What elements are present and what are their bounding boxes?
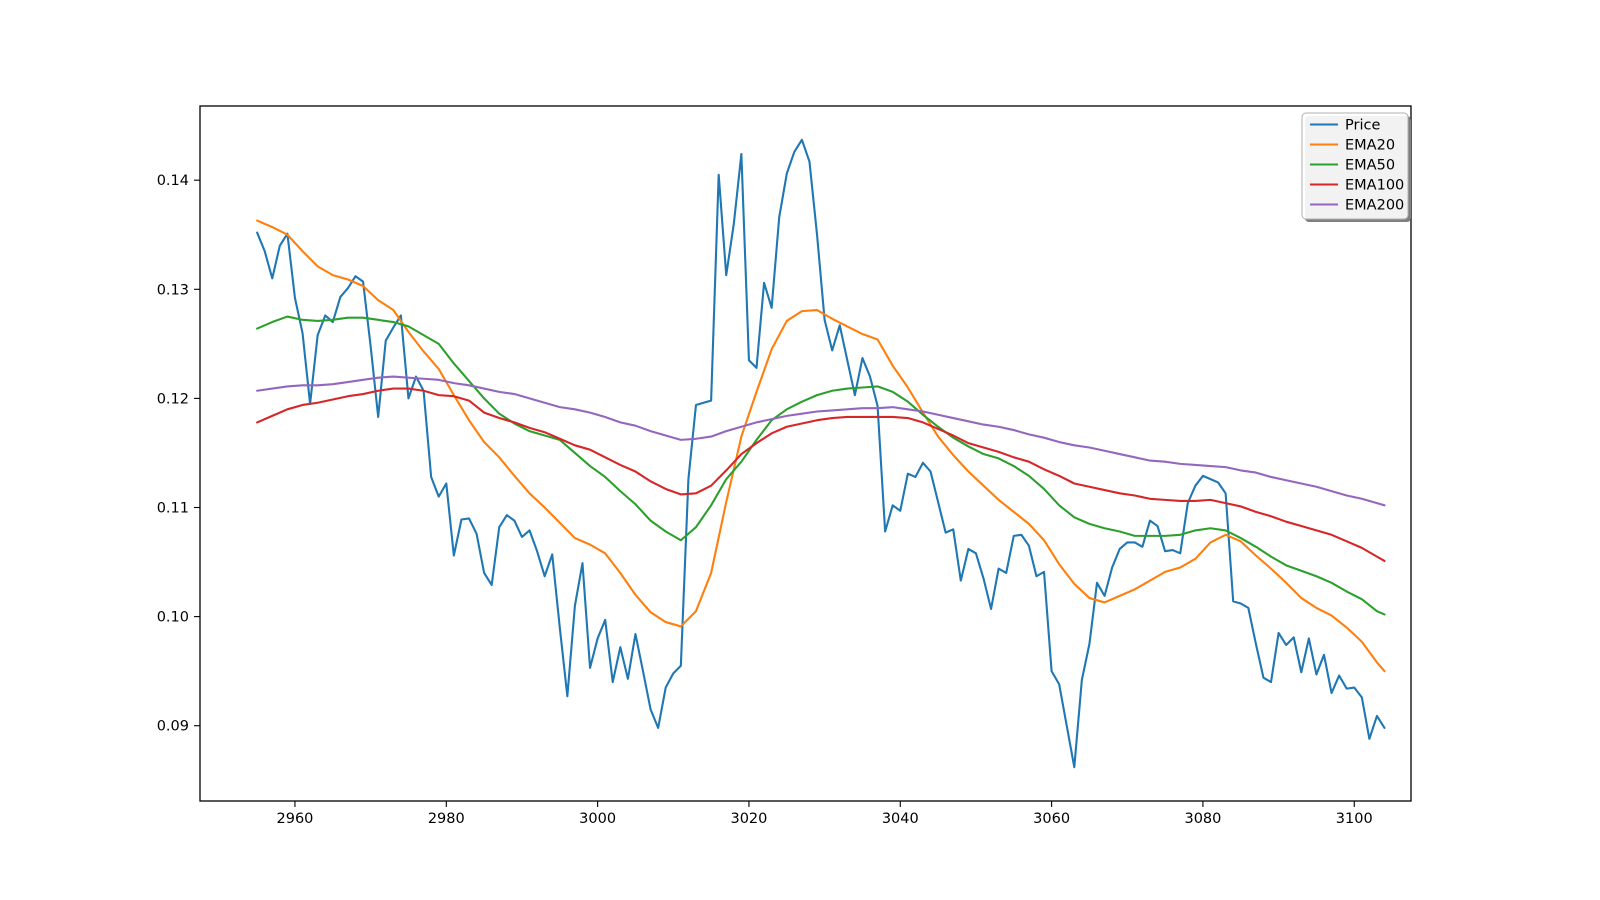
x-tick-label: 2960 (277, 811, 314, 827)
legend-label-ema50: EMA50 (1345, 158, 1395, 174)
y-tick-label: 0.14 (157, 173, 189, 189)
x-tick-label: 2980 (428, 811, 465, 827)
legend-box (1301, 112, 1409, 220)
legend-label-price: Price (1345, 118, 1380, 134)
legend-label-ema100: EMA100 (1345, 178, 1404, 194)
x-tick-label: 3100 (1336, 811, 1373, 827)
y-tick-label: 0.11 (157, 501, 189, 517)
y-tick-label: 0.13 (157, 282, 189, 298)
x-tick-label: 3020 (730, 811, 767, 827)
x-tick-label: 3040 (882, 811, 919, 827)
legend-label-ema200: EMA200 (1345, 198, 1404, 214)
series-line-price (256, 138, 1386, 769)
x-tick-label: 3080 (1184, 811, 1221, 827)
y-tick-label: 0.10 (157, 610, 189, 626)
series-line-ema50 (256, 315, 1386, 616)
x-tick-label: 3060 (1033, 811, 1070, 827)
series-line-ema100 (256, 387, 1386, 563)
y-tick-label: 0.09 (157, 719, 189, 735)
series-line-ema200 (256, 375, 1386, 507)
x-tick-label: 3000 (579, 811, 616, 827)
y-tick-label: 0.12 (157, 391, 189, 407)
legend-label-ema20: EMA20 (1345, 138, 1395, 154)
plot-axes-frame (199, 105, 1412, 802)
